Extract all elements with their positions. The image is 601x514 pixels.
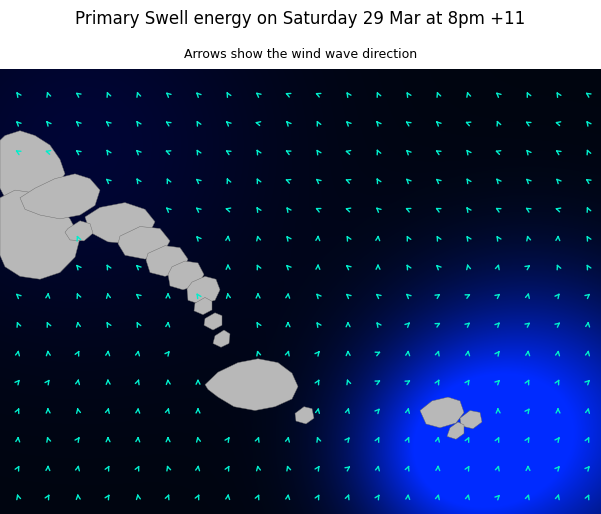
Polygon shape xyxy=(168,261,204,290)
Polygon shape xyxy=(85,203,155,244)
Polygon shape xyxy=(20,174,100,219)
Polygon shape xyxy=(205,359,298,411)
Polygon shape xyxy=(118,227,170,259)
Polygon shape xyxy=(213,330,230,347)
Polygon shape xyxy=(447,422,464,439)
Polygon shape xyxy=(65,221,93,241)
Polygon shape xyxy=(420,397,464,428)
Polygon shape xyxy=(194,298,212,315)
Polygon shape xyxy=(0,190,80,279)
Polygon shape xyxy=(187,277,220,304)
Text: Arrows show the wind wave direction: Arrows show the wind wave direction xyxy=(184,48,417,61)
Polygon shape xyxy=(146,246,188,277)
Polygon shape xyxy=(0,131,65,203)
Polygon shape xyxy=(204,313,222,330)
Polygon shape xyxy=(460,411,482,429)
Polygon shape xyxy=(295,407,314,424)
Text: Primary Swell energy on Saturday 29 Mar at 8pm +11: Primary Swell energy on Saturday 29 Mar … xyxy=(75,10,526,28)
